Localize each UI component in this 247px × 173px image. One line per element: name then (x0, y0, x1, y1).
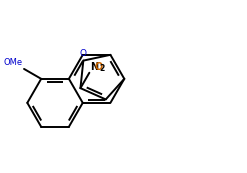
Text: O: O (95, 62, 103, 72)
Text: O: O (80, 49, 87, 58)
Text: OMe: OMe (4, 58, 23, 67)
Text: 2: 2 (100, 64, 105, 73)
Text: N: N (90, 62, 98, 72)
